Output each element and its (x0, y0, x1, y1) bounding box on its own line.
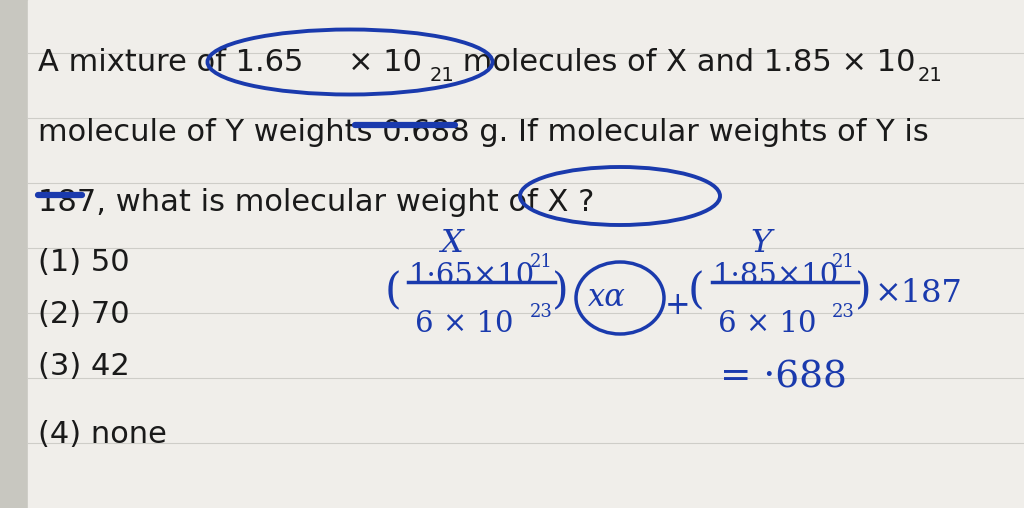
Text: (1) 50: (1) 50 (38, 248, 130, 277)
Text: (3) 42: (3) 42 (38, 352, 130, 381)
Text: (: ( (385, 270, 401, 312)
Text: molecule of Y weights 0.688 g. If molecular weights of Y is: molecule of Y weights 0.688 g. If molecu… (38, 118, 929, 147)
Text: 6 × 10: 6 × 10 (415, 310, 513, 338)
Text: 6 × 10: 6 × 10 (718, 310, 816, 338)
Text: 21: 21 (831, 253, 855, 271)
Text: 23: 23 (530, 303, 553, 321)
Text: 21: 21 (530, 253, 553, 271)
Text: 21: 21 (430, 66, 455, 85)
Text: 21: 21 (918, 66, 943, 85)
Text: ): ) (552, 270, 568, 312)
Text: = ·688: = ·688 (720, 360, 847, 396)
Text: 23: 23 (831, 303, 855, 321)
Text: Y: Y (750, 228, 771, 259)
Text: 187, what is molecular weight of X ?: 187, what is molecular weight of X ? (38, 188, 594, 217)
Text: molecules of X and 1.85 × 10: molecules of X and 1.85 × 10 (453, 48, 915, 77)
Text: ): ) (855, 270, 871, 312)
Text: +: + (665, 290, 690, 321)
Text: × 10: × 10 (348, 48, 422, 77)
Text: ×187: ×187 (874, 278, 963, 309)
Text: (2) 70: (2) 70 (38, 300, 130, 329)
Text: (: ( (688, 270, 705, 312)
Bar (0, 0, 28, 508)
Text: 1·85×10: 1·85×10 (712, 262, 839, 290)
Text: xα: xα (588, 282, 626, 313)
Text: X: X (440, 228, 463, 259)
Text: (4) none: (4) none (38, 420, 167, 449)
Text: A mixture of 1.65: A mixture of 1.65 (38, 48, 313, 77)
Text: 1·65×10: 1·65×10 (408, 262, 535, 290)
